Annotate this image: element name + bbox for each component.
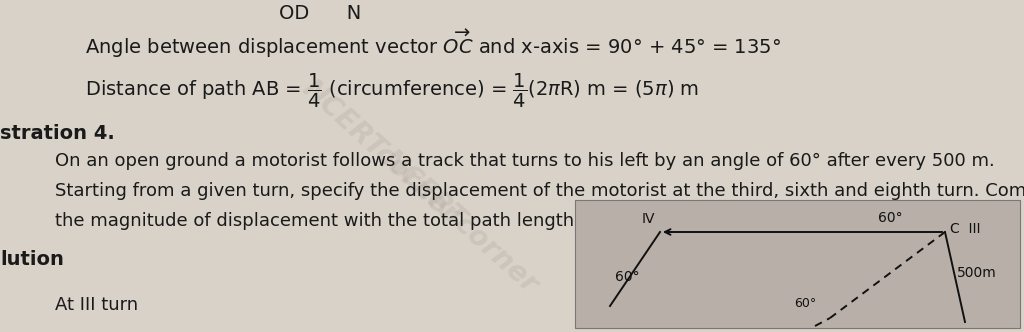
Text: Starting from a given turn, specify the displacement of the motorist at the thir: Starting from a given turn, specify the … [55, 182, 1024, 200]
Text: the magnitude of displacement with the total path length covered by the motorist: the magnitude of displacement with the t… [55, 212, 921, 230]
Text: 60°: 60° [878, 211, 902, 225]
Text: 60°: 60° [794, 297, 816, 310]
Text: OD      N: OD N [279, 4, 361, 23]
Bar [575, 200, 1020, 328]
Text: stration 4.: stration 4. [0, 124, 115, 143]
Text: At III turn: At III turn [55, 296, 138, 314]
Text: NCERTcorner: NCERTcorner [377, 145, 544, 299]
Text: Angle between displacement vector $\overrightarrow{OC}$ and x-axis = 90° + 45° =: Angle between displacement vector $\over… [85, 27, 781, 59]
Text: C  III: C III [950, 222, 981, 236]
Text: IV: IV [641, 212, 655, 226]
Text: 60°: 60° [615, 270, 640, 284]
Text: 500m: 500m [957, 266, 996, 280]
Text: Distance of path AB = $\dfrac{1}{4}$ (circumference) = $\dfrac{1}{4}$(2$\pi$R) m: Distance of path AB = $\dfrac{1}{4}$ (ci… [85, 72, 699, 110]
Text: On an open ground a motorist follows a track that turns to his left by an angle : On an open ground a motorist follows a t… [55, 152, 994, 170]
Text: NCERTcorner: NCERTcorner [297, 75, 464, 229]
Text: lution: lution [0, 250, 63, 269]
